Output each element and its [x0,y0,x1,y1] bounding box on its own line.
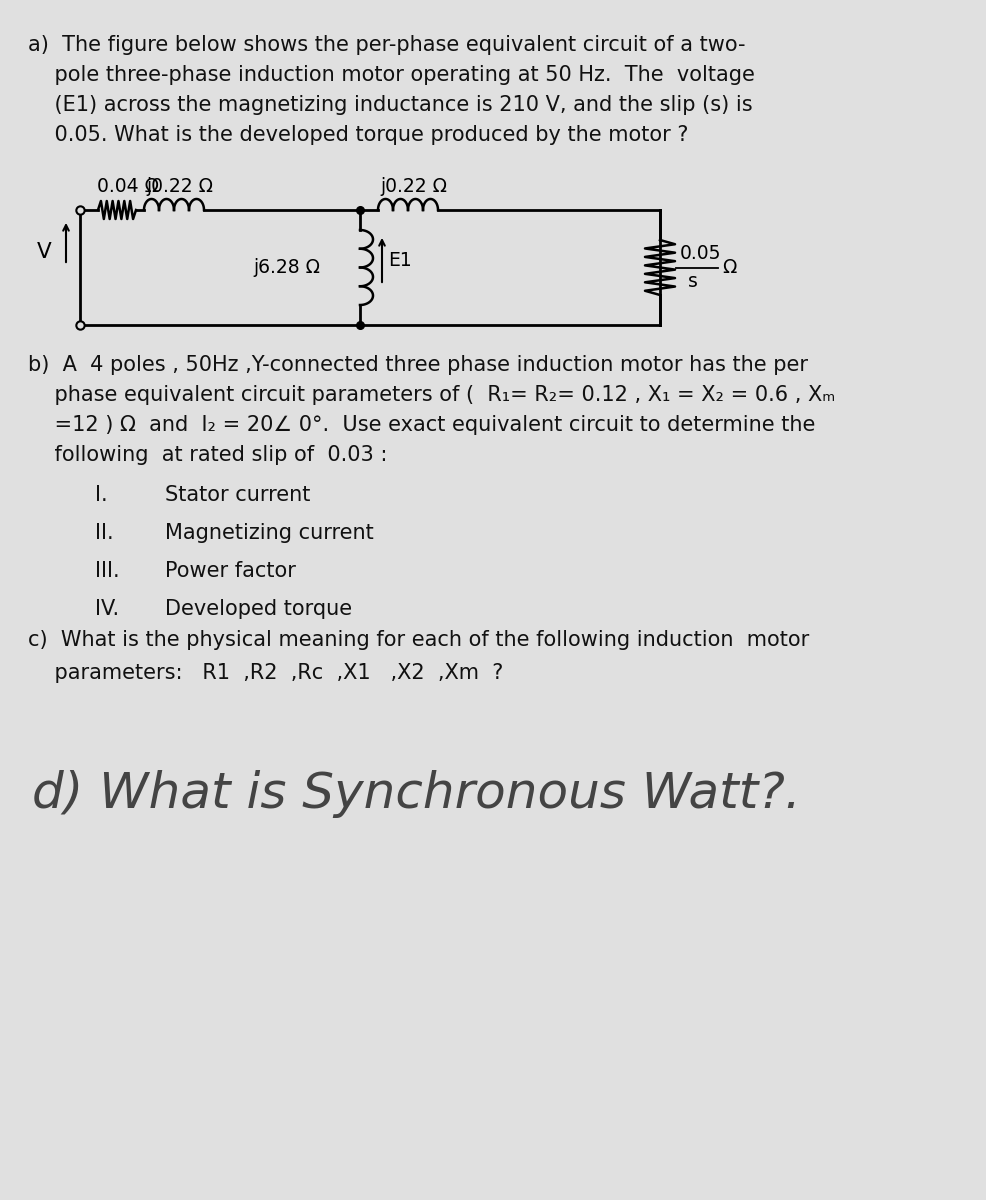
Text: Ω: Ω [722,258,737,277]
Text: (E1) across the magnetizing inductance is 210 V, and the slip (s) is: (E1) across the magnetizing inductance i… [28,95,752,115]
Text: pole three-phase induction motor operating at 50 Hz.  The  voltage: pole three-phase induction motor operati… [28,65,755,85]
Text: d) What is Synchronous Watt?.: d) What is Synchronous Watt?. [32,770,801,818]
Text: b)  A  4 poles , 50Hz ,Y-connected three phase induction motor has the per: b) A 4 poles , 50Hz ,Y-connected three p… [28,355,808,374]
Text: 0.04 Ω: 0.04 Ω [97,176,159,196]
Text: j6.28 Ω: j6.28 Ω [253,258,320,277]
Text: Magnetizing current: Magnetizing current [165,523,374,542]
Text: parameters:   R1  ,R2  ,Rc  ,X1   ,X2  ,Xm  ?: parameters: R1 ,R2 ,Rc ,X1 ,X2 ,Xm ? [28,662,504,683]
Text: following  at rated slip of  0.03 :: following at rated slip of 0.03 : [28,445,387,464]
Text: V: V [36,242,51,263]
Text: II.: II. [95,523,113,542]
Text: 0.05: 0.05 [680,244,722,263]
Text: c)  What is the physical meaning for each of the following induction  motor: c) What is the physical meaning for each… [28,630,810,650]
Text: Developed torque: Developed torque [165,599,352,619]
Text: E1: E1 [388,251,412,270]
Text: a)  The figure below shows the per-phase equivalent circuit of a two-: a) The figure below shows the per-phase … [28,35,745,55]
Text: phase equivalent circuit parameters of (  R₁= R₂= 0.12 , X₁ = X₂ = 0.6 , Xₘ: phase equivalent circuit parameters of (… [28,385,835,404]
Text: =12 ) Ω  and  I₂ = 20∠ 0°.  Use exact equivalent circuit to determine the: =12 ) Ω and I₂ = 20∠ 0°. Use exact equiv… [28,415,815,434]
Text: I.: I. [95,485,107,505]
Text: j0.22 Ω: j0.22 Ω [380,176,447,196]
Text: Power factor: Power factor [165,560,296,581]
Text: 0.05. What is the developed torque produced by the motor ?: 0.05. What is the developed torque produ… [28,125,688,145]
Text: s: s [688,272,698,290]
Text: III.: III. [95,560,119,581]
Text: j0.22 Ω: j0.22 Ω [146,176,213,196]
Text: IV.: IV. [95,599,119,619]
Text: Stator current: Stator current [165,485,311,505]
